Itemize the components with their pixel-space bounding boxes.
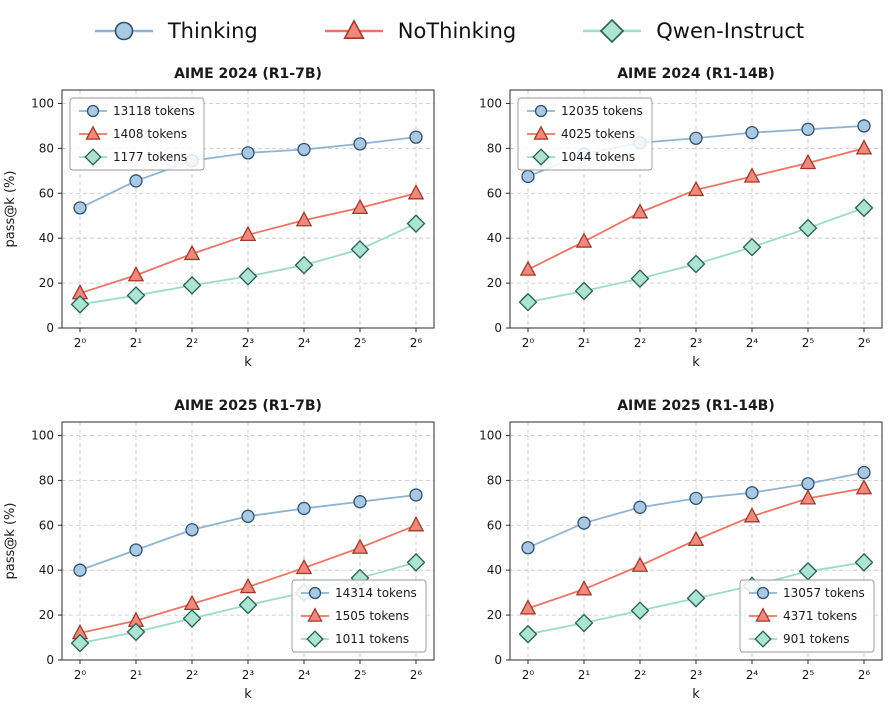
svg-text:k: k bbox=[244, 355, 252, 370]
figure-legend-item-nothinking: NoThinking bbox=[322, 16, 516, 46]
svg-text:13057 tokens: 13057 tokens bbox=[783, 586, 865, 600]
svg-text:pass@k (%): pass@k (%) bbox=[3, 503, 18, 580]
svg-text:2⁵: 2⁵ bbox=[802, 336, 815, 350]
svg-text:1408 tokens: 1408 tokens bbox=[113, 127, 187, 141]
svg-text:AIME 2025 (R1-14B): AIME 2025 (R1-14B) bbox=[617, 398, 775, 414]
chart-aime-2024-r1-7b: 0 20 40 60 80 100 2⁰ 2¹ 2² 2³ 2⁴ 2⁵ 2⁶ AIME 2024 (R1-… bbox=[0, 58, 448, 390]
svg-text:2⁴: 2⁴ bbox=[746, 336, 759, 350]
chart-svg: 0 20 40 60 80 100 2⁰ 2¹ 2² 2³ 2⁴ 2⁵ 2⁶ AIME 2024 (R1-… bbox=[3, 66, 435, 370]
svg-text:2¹: 2¹ bbox=[130, 668, 143, 682]
svg-text:2⁵: 2⁵ bbox=[802, 668, 815, 682]
svg-text:40: 40 bbox=[39, 231, 54, 245]
svg-text:2⁴: 2⁴ bbox=[298, 668, 311, 682]
chart-svg: 0 20 40 60 80 100 2⁰ 2¹ 2² 2³ 2⁴ 2⁵ 2⁶ AIME 2024 (R1-… bbox=[479, 66, 883, 370]
chart-aime-2025-r1-7b: 0 20 40 60 80 100 2⁰ 2¹ 2² 2³ 2⁴ 2⁵ 2⁶ AIME 2025 (R1-… bbox=[0, 390, 448, 722]
svg-text:0: 0 bbox=[494, 321, 502, 335]
svg-text:AIME 2024 (R1-7B): AIME 2024 (R1-7B) bbox=[174, 66, 322, 82]
svg-text:1177 tokens: 1177 tokens bbox=[113, 150, 187, 164]
svg-text:40: 40 bbox=[487, 231, 502, 245]
svg-text:2²: 2² bbox=[186, 336, 199, 350]
svg-text:2²: 2² bbox=[634, 336, 647, 350]
figure-legend-label-thinking: Thinking bbox=[167, 19, 258, 43]
svg-text:80: 80 bbox=[39, 473, 54, 487]
svg-text:AIME 2025 (R1-7B): AIME 2025 (R1-7B) bbox=[174, 398, 322, 414]
chart-aime-2025-r1-14b: 0 20 40 60 80 100 2⁰ 2¹ 2² 2³ 2⁴ 2⁵ 2⁶ AIME 2025 (R1-… bbox=[448, 390, 896, 722]
svg-text:1044 tokens: 1044 tokens bbox=[561, 150, 635, 164]
svg-text:k: k bbox=[244, 687, 252, 702]
svg-text:2³: 2³ bbox=[690, 336, 703, 350]
svg-text:2⁶: 2⁶ bbox=[858, 336, 871, 350]
svg-text:2³: 2³ bbox=[690, 668, 703, 682]
svg-text:0: 0 bbox=[46, 653, 54, 667]
svg-text:2¹: 2¹ bbox=[130, 336, 143, 350]
svg-text:2⁶: 2⁶ bbox=[410, 668, 423, 682]
svg-text:2⁰: 2⁰ bbox=[522, 668, 535, 682]
svg-text:2²: 2² bbox=[186, 668, 199, 682]
svg-text:0: 0 bbox=[46, 321, 54, 335]
svg-text:60: 60 bbox=[39, 518, 54, 532]
svg-text:2¹: 2¹ bbox=[578, 668, 591, 682]
svg-text:100: 100 bbox=[31, 428, 54, 442]
svg-text:2⁰: 2⁰ bbox=[74, 336, 87, 350]
svg-text:AIME 2024 (R1-14B): AIME 2024 (R1-14B) bbox=[617, 66, 775, 82]
svg-text:20: 20 bbox=[487, 276, 502, 290]
svg-text:60: 60 bbox=[39, 186, 54, 200]
svg-text:12035 tokens: 12035 tokens bbox=[561, 104, 643, 118]
svg-text:100: 100 bbox=[479, 428, 502, 442]
svg-text:2³: 2³ bbox=[242, 668, 255, 682]
svg-text:80: 80 bbox=[39, 141, 54, 155]
svg-text:100: 100 bbox=[479, 96, 502, 110]
svg-text:40: 40 bbox=[487, 563, 502, 577]
svg-text:80: 80 bbox=[487, 473, 502, 487]
svg-text:2²: 2² bbox=[634, 668, 647, 682]
svg-text:4371 tokens: 4371 tokens bbox=[783, 609, 857, 623]
svg-text:2⁰: 2⁰ bbox=[522, 336, 535, 350]
svg-text:2¹: 2¹ bbox=[578, 336, 591, 350]
svg-text:k: k bbox=[692, 355, 700, 370]
figure-legend: Thinking NoThinking Qwen-Instruct bbox=[0, 0, 896, 52]
svg-text:pass@k (%): pass@k (%) bbox=[3, 171, 18, 248]
svg-text:20: 20 bbox=[39, 608, 54, 622]
svg-text:2⁵: 2⁵ bbox=[354, 668, 367, 682]
svg-text:2⁵: 2⁵ bbox=[354, 336, 367, 350]
svg-text:1505 tokens: 1505 tokens bbox=[335, 609, 409, 623]
svg-text:80: 80 bbox=[487, 141, 502, 155]
svg-text:0: 0 bbox=[494, 653, 502, 667]
svg-text:60: 60 bbox=[487, 186, 502, 200]
svg-text:1011 tokens: 1011 tokens bbox=[335, 632, 409, 646]
figure-legend-label-nothinking: NoThinking bbox=[397, 19, 517, 43]
svg-text:4025 tokens: 4025 tokens bbox=[561, 127, 635, 141]
svg-text:14314 tokens: 14314 tokens bbox=[335, 586, 417, 600]
figure-legend-label-qwen-instruct: Qwen-Instruct bbox=[656, 19, 805, 43]
figure-legend-item-qwen-instruct: Qwen-Instruct bbox=[580, 16, 804, 46]
svg-text:20: 20 bbox=[39, 276, 54, 290]
svg-text:2⁴: 2⁴ bbox=[298, 336, 311, 350]
chart-aime-2024-r1-14b: 0 20 40 60 80 100 2⁰ 2¹ 2² 2³ 2⁴ 2⁵ 2⁶ AIME 2024 (R1-… bbox=[448, 58, 896, 390]
svg-text:k: k bbox=[692, 687, 700, 702]
nothinking-triangle-marker-icon bbox=[322, 16, 386, 46]
svg-text:100: 100 bbox=[31, 96, 54, 110]
svg-text:60: 60 bbox=[487, 518, 502, 532]
chart-grid: 0 20 40 60 80 100 2⁰ 2¹ 2² 2³ 2⁴ 2⁵ 2⁶ AIME 2024 (R1-… bbox=[0, 58, 896, 722]
svg-text:2³: 2³ bbox=[242, 336, 255, 350]
svg-text:2⁰: 2⁰ bbox=[74, 668, 87, 682]
chart-svg: 0 20 40 60 80 100 2⁰ 2¹ 2² 2³ 2⁴ 2⁵ 2⁶ AIME 2025 (R1-… bbox=[479, 398, 883, 702]
chart-svg: 0 20 40 60 80 100 2⁰ 2¹ 2² 2³ 2⁴ 2⁵ 2⁶ AIME 2025 (R1-… bbox=[3, 398, 435, 702]
svg-text:2⁶: 2⁶ bbox=[410, 336, 423, 350]
thinking-circle-marker-icon bbox=[92, 16, 156, 46]
svg-text:13118 tokens: 13118 tokens bbox=[113, 104, 195, 118]
svg-text:20: 20 bbox=[487, 608, 502, 622]
qwen-instruct-diamond-marker-icon bbox=[580, 16, 644, 46]
svg-text:2⁴: 2⁴ bbox=[746, 668, 759, 682]
figure-legend-item-thinking: Thinking bbox=[92, 16, 258, 46]
svg-text:2⁶: 2⁶ bbox=[858, 668, 871, 682]
svg-text:40: 40 bbox=[39, 563, 54, 577]
svg-text:901 tokens: 901 tokens bbox=[783, 632, 850, 646]
